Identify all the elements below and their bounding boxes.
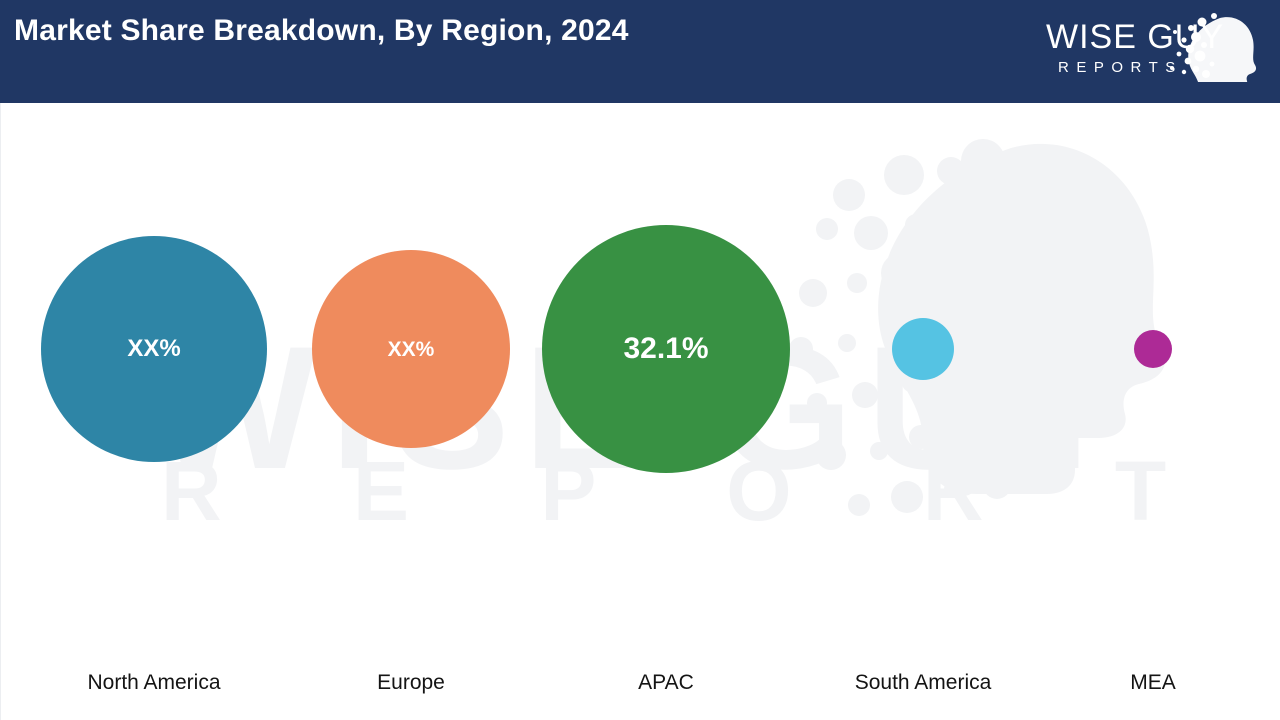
chart-header-bar: Market Share Breakdown, By Region, 2024 … bbox=[0, 0, 1280, 103]
axis-label-europe: Europe bbox=[377, 671, 445, 694]
chart-plot-area: WISE GUY R E P O R T S bbox=[0, 103, 1280, 720]
axis-label-mea: MEA bbox=[1130, 671, 1176, 694]
bubble-value-apac: 32.1% bbox=[623, 332, 709, 365]
axis-label-north-america: North America bbox=[87, 671, 221, 694]
bubble-europe[interactable]: XX% bbox=[312, 250, 510, 448]
page-title: Market Share Breakdown, By Region, 2024 bbox=[14, 14, 629, 47]
bubble-north-america[interactable]: XX% bbox=[41, 236, 267, 462]
axis-label-south-america: South America bbox=[854, 671, 992, 694]
bubble-mea[interactable] bbox=[1134, 330, 1172, 368]
axis-label-apac: APAC bbox=[638, 671, 694, 694]
bubble-value-north-america: XX% bbox=[127, 335, 181, 362]
bubble-value-europe: XX% bbox=[387, 337, 435, 361]
bubble-apac[interactable]: 32.1% bbox=[542, 225, 790, 473]
watermark-head-icon bbox=[789, 139, 1166, 516]
logo-head-dots-icon bbox=[1170, 13, 1257, 100]
bubble-south-america[interactable] bbox=[892, 318, 954, 380]
svg-text:REPORTS: REPORTS bbox=[1058, 59, 1183, 76]
wise-guy-reports-logo: WISE GUY REPORTS bbox=[1044, 12, 1266, 100]
